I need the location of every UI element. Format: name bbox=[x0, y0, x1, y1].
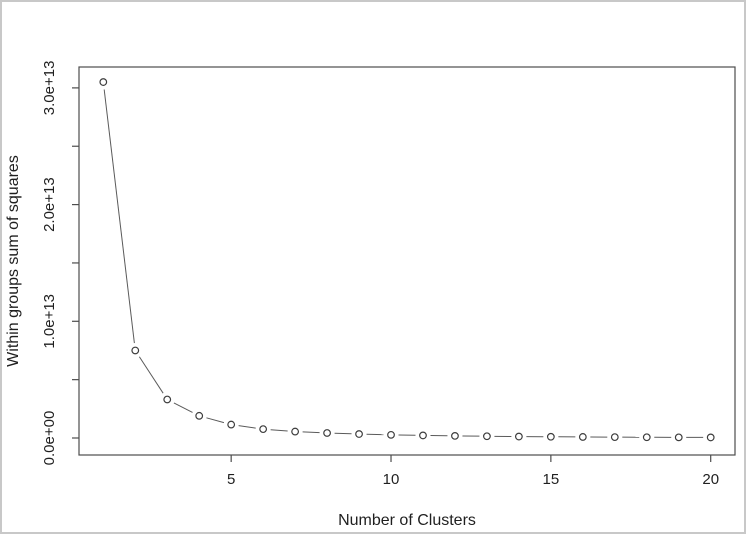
data-point bbox=[483, 432, 491, 441]
y-tick-label: 0.0e+00 bbox=[41, 411, 58, 466]
series-segment bbox=[334, 432, 352, 435]
data-point bbox=[227, 420, 236, 429]
data-point bbox=[706, 433, 715, 442]
data-point bbox=[195, 411, 204, 420]
data-point bbox=[451, 431, 459, 440]
data-point bbox=[131, 346, 140, 355]
x-tick-label: 15 bbox=[543, 471, 560, 488]
series-segment bbox=[270, 429, 288, 432]
data-point bbox=[610, 433, 619, 442]
x-axis: 5 10 15 20 bbox=[227, 455, 719, 488]
data-point bbox=[514, 432, 523, 441]
data-point bbox=[546, 432, 555, 441]
series-segment bbox=[206, 417, 225, 424]
data-point bbox=[642, 433, 651, 442]
y-axis-title: Within groups sum of squares bbox=[5, 155, 22, 367]
data-point bbox=[99, 78, 108, 86]
series-segment bbox=[103, 89, 135, 344]
data-point bbox=[163, 395, 172, 404]
x-tick-label: 20 bbox=[702, 471, 719, 488]
data-series bbox=[99, 78, 715, 442]
series-segment bbox=[238, 425, 256, 429]
x-tick-label: 10 bbox=[383, 471, 400, 488]
x-axis-title: Number of Clusters bbox=[338, 512, 476, 529]
data-point bbox=[674, 433, 683, 442]
data-point bbox=[578, 433, 587, 441]
series-segment bbox=[302, 431, 320, 434]
series-segment bbox=[138, 356, 164, 394]
y-tick-label: 3.0e+13 bbox=[41, 61, 58, 116]
x-tick-label: 5 bbox=[227, 471, 235, 488]
data-point bbox=[259, 425, 268, 434]
data-point bbox=[291, 427, 300, 436]
y-tick-label: 1.0e+13 bbox=[41, 294, 58, 349]
data-point bbox=[355, 430, 363, 438]
series-segment bbox=[173, 402, 193, 413]
data-point bbox=[323, 429, 331, 437]
data-point bbox=[419, 431, 427, 440]
data-point bbox=[387, 430, 395, 439]
plot-frame bbox=[78, 66, 736, 456]
y-tick-label: 2.0e+13 bbox=[41, 177, 58, 232]
y-axis: 0.0e+00 1.0e+13 2.0e+13 3.0e+13 bbox=[41, 61, 79, 466]
